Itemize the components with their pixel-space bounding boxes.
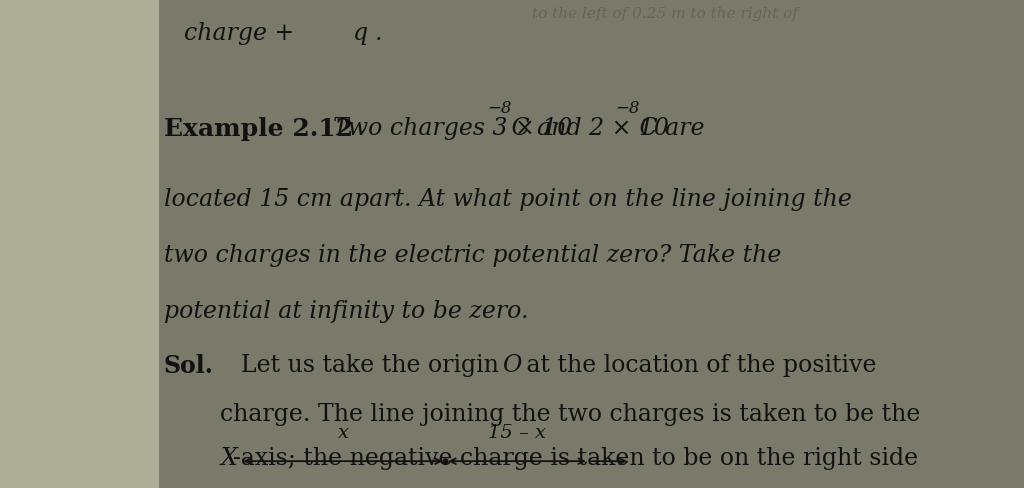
Text: x: x <box>338 424 348 442</box>
Text: at the location of the positive: at the location of the positive <box>519 354 877 377</box>
Text: Two charges 3 × 10: Two charges 3 × 10 <box>333 117 572 140</box>
Text: -axis; the negative charge is taken to be on the right side: -axis; the negative charge is taken to b… <box>233 447 919 469</box>
Text: q: q <box>353 22 369 45</box>
Text: .: . <box>375 22 382 45</box>
Text: O: O <box>502 354 521 377</box>
Text: Let us take the origin: Let us take the origin <box>241 354 506 377</box>
Text: located 15 cm apart. At what point on the line joining the: located 15 cm apart. At what point on th… <box>164 188 852 211</box>
Text: Sol.: Sol. <box>164 354 214 378</box>
Text: Example 2.12: Example 2.12 <box>164 117 353 141</box>
Text: to the left of 0.25 m to the right of: to the left of 0.25 m to the right of <box>532 7 799 21</box>
Text: −8: −8 <box>486 100 511 117</box>
Text: two charges in the electric potential zero? Take the: two charges in the electric potential ze… <box>164 244 781 267</box>
Text: C and 2 × 10: C and 2 × 10 <box>504 117 669 140</box>
Text: X: X <box>220 447 237 469</box>
Text: 15 – x: 15 – x <box>488 424 546 442</box>
Text: charge. The line joining the two charges is taken to be the: charge. The line joining the two charges… <box>220 403 921 426</box>
Bar <box>0 0 159 488</box>
Text: −8: −8 <box>615 100 640 117</box>
Text: C are: C are <box>633 117 705 140</box>
Text: charge +: charge + <box>184 22 302 45</box>
Text: potential at infinity to be zero.: potential at infinity to be zero. <box>164 300 528 323</box>
